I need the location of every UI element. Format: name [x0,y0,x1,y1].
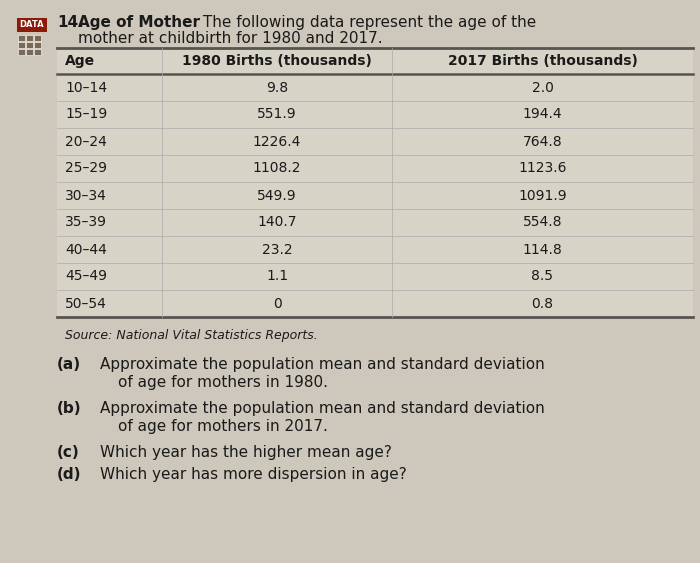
Text: (c): (c) [57,445,80,460]
Text: 25–29: 25–29 [65,162,107,176]
Text: 1.1: 1.1 [266,270,288,284]
Text: 35–39: 35–39 [65,216,107,230]
Text: 15–19: 15–19 [65,108,107,122]
Text: Age: Age [65,54,95,68]
Text: Source: National Vital Statistics Reports.: Source: National Vital Statistics Report… [65,329,318,342]
Text: 2.0: 2.0 [531,81,554,95]
Text: of age for mothers in 2017.: of age for mothers in 2017. [118,419,328,434]
Text: Age of Mother: Age of Mother [78,15,200,30]
Text: 1123.6: 1123.6 [518,162,567,176]
Bar [26,35,33,41]
Text: 2017 Births (thousands): 2017 Births (thousands) [447,54,638,68]
Text: 20–24: 20–24 [65,135,107,149]
Bar [18,42,25,48]
Text: 50–54: 50–54 [65,297,107,311]
Text: Approximate the population mean and standard deviation: Approximate the population mean and stan… [100,357,545,372]
Bar [34,35,41,41]
Text: 1226.4: 1226.4 [253,135,301,149]
Text: 40–44: 40–44 [65,243,107,257]
Text: 23.2: 23.2 [262,243,293,257]
Bar [18,35,25,41]
Bar [26,42,33,48]
Text: 0.8: 0.8 [531,297,554,311]
Text: Which year has the higher mean age?: Which year has the higher mean age? [100,445,392,460]
Text: (d): (d) [57,467,81,482]
Text: 1980 Births (thousands): 1980 Births (thousands) [182,54,372,68]
Bar [34,49,41,55]
Text: Which year has more dispersion in age?: Which year has more dispersion in age? [100,467,407,482]
Text: 45–49: 45–49 [65,270,107,284]
Text: Approximate the population mean and standard deviation: Approximate the population mean and stan… [100,401,545,416]
Text: 140.7: 140.7 [258,216,297,230]
Text: 9.8: 9.8 [266,81,288,95]
Text: 549.9: 549.9 [257,189,297,203]
Text: (a): (a) [57,357,81,372]
Bar [57,48,693,317]
Text: 551.9: 551.9 [257,108,297,122]
Text: 30–34: 30–34 [65,189,107,203]
Text: 194.4: 194.4 [523,108,562,122]
Text: DATA: DATA [20,20,44,29]
Text: 14.: 14. [57,15,84,30]
Text: The following data represent the age of the: The following data represent the age of … [198,15,536,30]
Text: 114.8: 114.8 [523,243,562,257]
Text: 554.8: 554.8 [523,216,562,230]
Bar [34,42,41,48]
Text: 0: 0 [272,297,281,311]
Text: 10–14: 10–14 [65,81,107,95]
Text: 1108.2: 1108.2 [253,162,301,176]
Bar [26,49,33,55]
Text: 8.5: 8.5 [531,270,554,284]
Text: of age for mothers in 1980.: of age for mothers in 1980. [118,375,328,390]
Bar [18,49,25,55]
Text: mother at childbirth for 1980 and 2017.: mother at childbirth for 1980 and 2017. [78,31,383,46]
Text: (b): (b) [57,401,82,416]
Text: 1091.9: 1091.9 [518,189,567,203]
Text: 764.8: 764.8 [523,135,562,149]
